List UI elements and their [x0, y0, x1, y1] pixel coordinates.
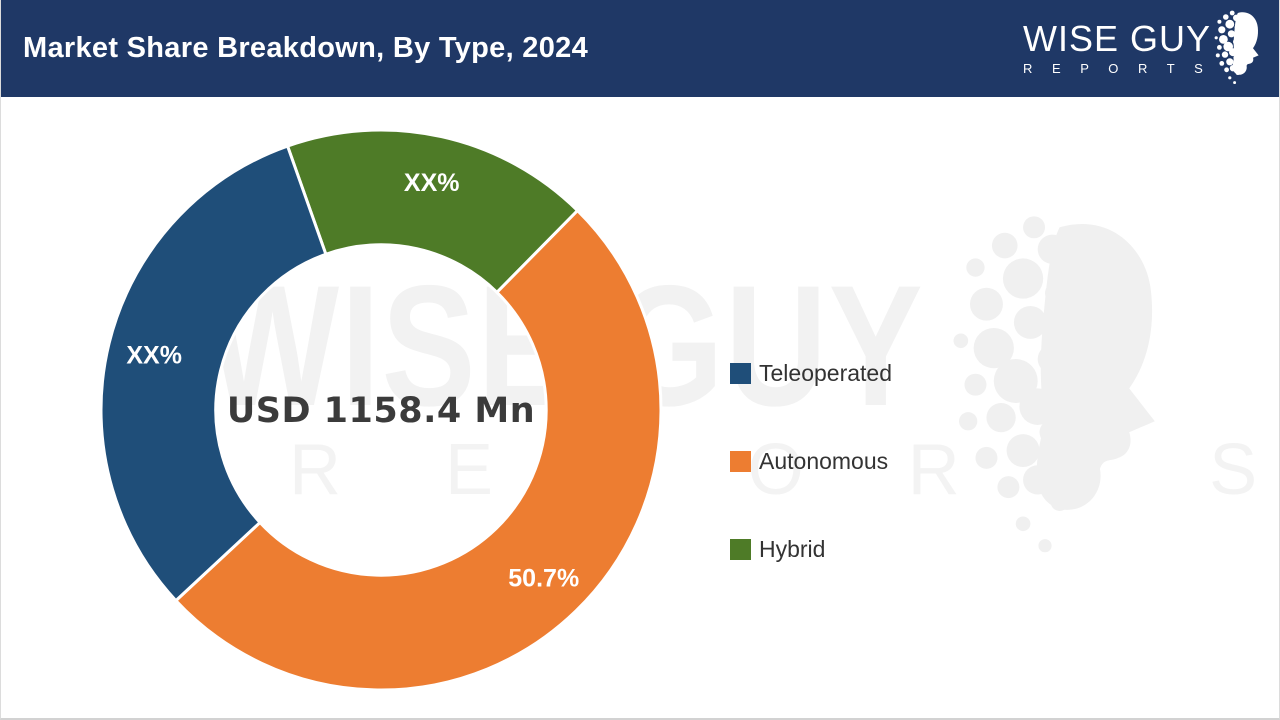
brand-subtitle: R E P O R T S — [1022, 61, 1211, 76]
brand-logo: WISE GUY R E P O R T S — [1023, 9, 1261, 89]
legend-swatch-icon — [730, 362, 751, 384]
chart-legend: Teleoperated Autonomous Hybrid — [730, 360, 892, 624]
legend-label: Teleoperated — [759, 359, 892, 386]
donut-slice-hybrid — [285, 128, 580, 295]
brand-name: WISE GUY — [1022, 18, 1211, 59]
donut-slice-teleoperated — [99, 144, 328, 603]
legend-swatch-icon — [730, 538, 751, 560]
page-title: Market Share Breakdown, By Type, 2024 — [23, 32, 589, 64]
slice-label-hybrid: XX% — [404, 169, 460, 197]
header-bar: Market Share Breakdown, By Type, 2024 WI… — [1, 0, 1279, 97]
slice-label-autonomous: 50.7% — [508, 565, 579, 593]
legend-item-hybrid: Hybrid — [730, 536, 892, 562]
donut-slice-autonomous — [173, 208, 663, 692]
legend-swatch-icon — [730, 450, 751, 472]
watermark-face-icon — [946, 209, 1166, 575]
legend-item-autonomous: Autonomous — [730, 448, 892, 474]
legend-label: Autonomous — [759, 447, 889, 474]
brand-logo-text: WISE GUY R E P O R T S — [1022, 18, 1211, 77]
slice-label-teleoperated: XX% — [126, 341, 182, 369]
chart-area: WISE GUY R E P O R T S XX% 50.7% XX% USD 11… — [1, 97, 1279, 718]
legend-label: Hybrid — [759, 535, 826, 562]
brand-face-icon — [1213, 9, 1261, 89]
legend-item-teleoperated: Teleoperated — [730, 360, 892, 386]
donut-center-value: USD 1158.4 Mn — [227, 391, 535, 431]
donut-chart: XX% 50.7% XX% USD 1158.4 Mn — [99, 128, 663, 692]
